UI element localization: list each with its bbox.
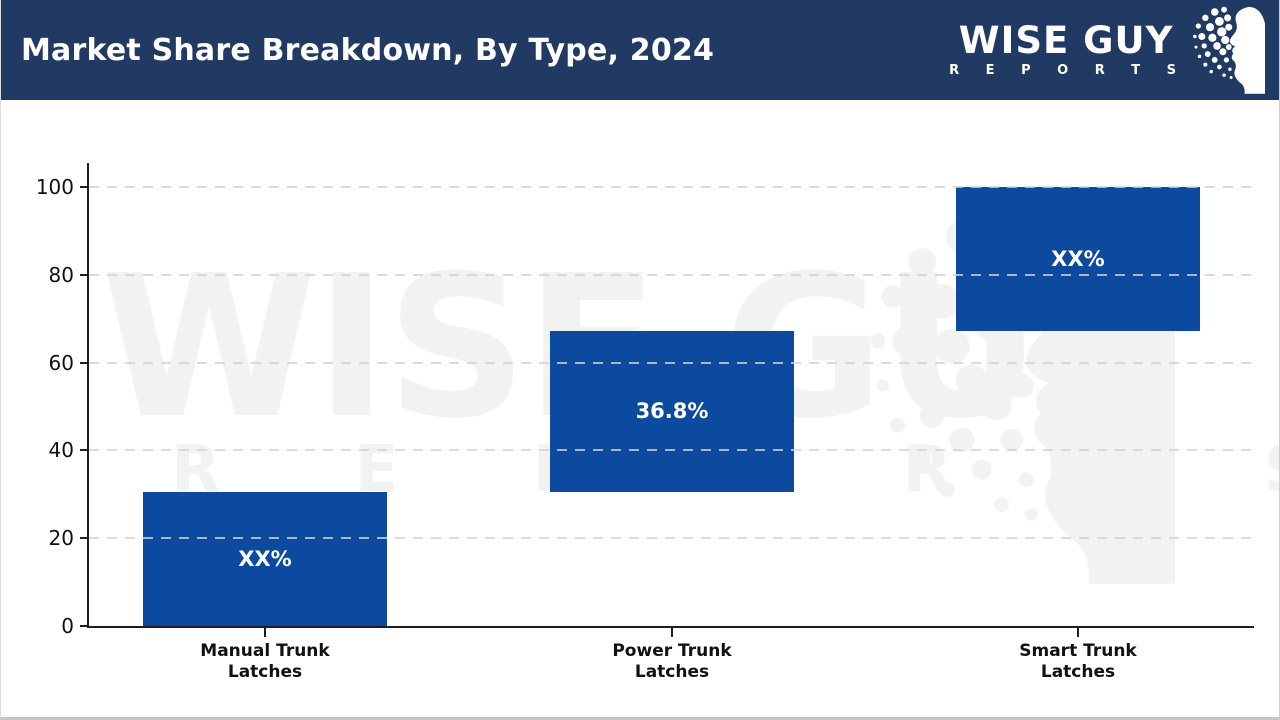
logo-reports-label: R E P O R T S — [949, 63, 1187, 78]
bar-value-label: XX% — [238, 547, 292, 572]
x-category-label-smart-trunk-latches: Smart Trunk Latches — [1019, 641, 1137, 683]
gridline-100 — [89, 186, 1254, 188]
x-tick-mark-smart-trunk-latches — [1077, 628, 1079, 637]
bar-value-label: 36.8% — [635, 399, 709, 424]
chart-bar-manual-trunk-latches: XX% — [143, 492, 387, 626]
y-tick-label-0: 0 — [61, 614, 74, 638]
y-axis-line — [87, 163, 89, 628]
y-tick-mark-60 — [80, 361, 89, 364]
y-tick-label-100: 100 — [35, 175, 74, 199]
wise-guy-reports-logo: WISE GUY R E P O R T S — [945, 6, 1265, 94]
header-bar: Market Share Breakdown, By Type, 2024 WI… — [1, 0, 1279, 100]
x-category-label-manual-trunk-latches: Manual Trunk Latches — [200, 641, 330, 683]
gridline-80 — [89, 273, 1254, 276]
y-tick-mark-20 — [80, 537, 89, 540]
y-tick-label-20: 20 — [48, 526, 74, 551]
y-tick-mark-100 — [80, 186, 89, 188]
x-category-label-power-trunk-latches: Power Trunk Latches — [612, 641, 732, 683]
chart-bar-power-trunk-latches: 36.8% — [550, 330, 794, 493]
logo-text-block: WISE GUY R E P O R T S — [945, 22, 1187, 78]
y-tick-mark-0 — [80, 625, 89, 627]
y-tick-label-40: 40 — [48, 438, 74, 463]
x-axis-line — [87, 626, 1254, 628]
gridline-40 — [89, 449, 1254, 452]
logo-brand-name: WISE GUY — [958, 19, 1174, 62]
chart-title: Market Share Breakdown, By Type, 2024 — [21, 32, 715, 68]
x-tick-mark-power-trunk-latches — [671, 628, 673, 637]
y-tick-label-80: 80 — [48, 262, 74, 287]
chart-bar-smart-trunk-latches: XX% — [956, 187, 1200, 331]
x-tick-mark-manual-trunk-latches — [264, 628, 266, 637]
y-tick-mark-80 — [80, 273, 89, 276]
gridline-60 — [89, 361, 1254, 364]
bar-value-label: XX% — [1051, 246, 1105, 271]
y-tick-mark-40 — [80, 449, 89, 452]
logo-face-profile-icon — [1189, 6, 1265, 94]
y-tick-label-60: 60 — [48, 350, 74, 375]
gridline-20 — [89, 537, 1254, 540]
